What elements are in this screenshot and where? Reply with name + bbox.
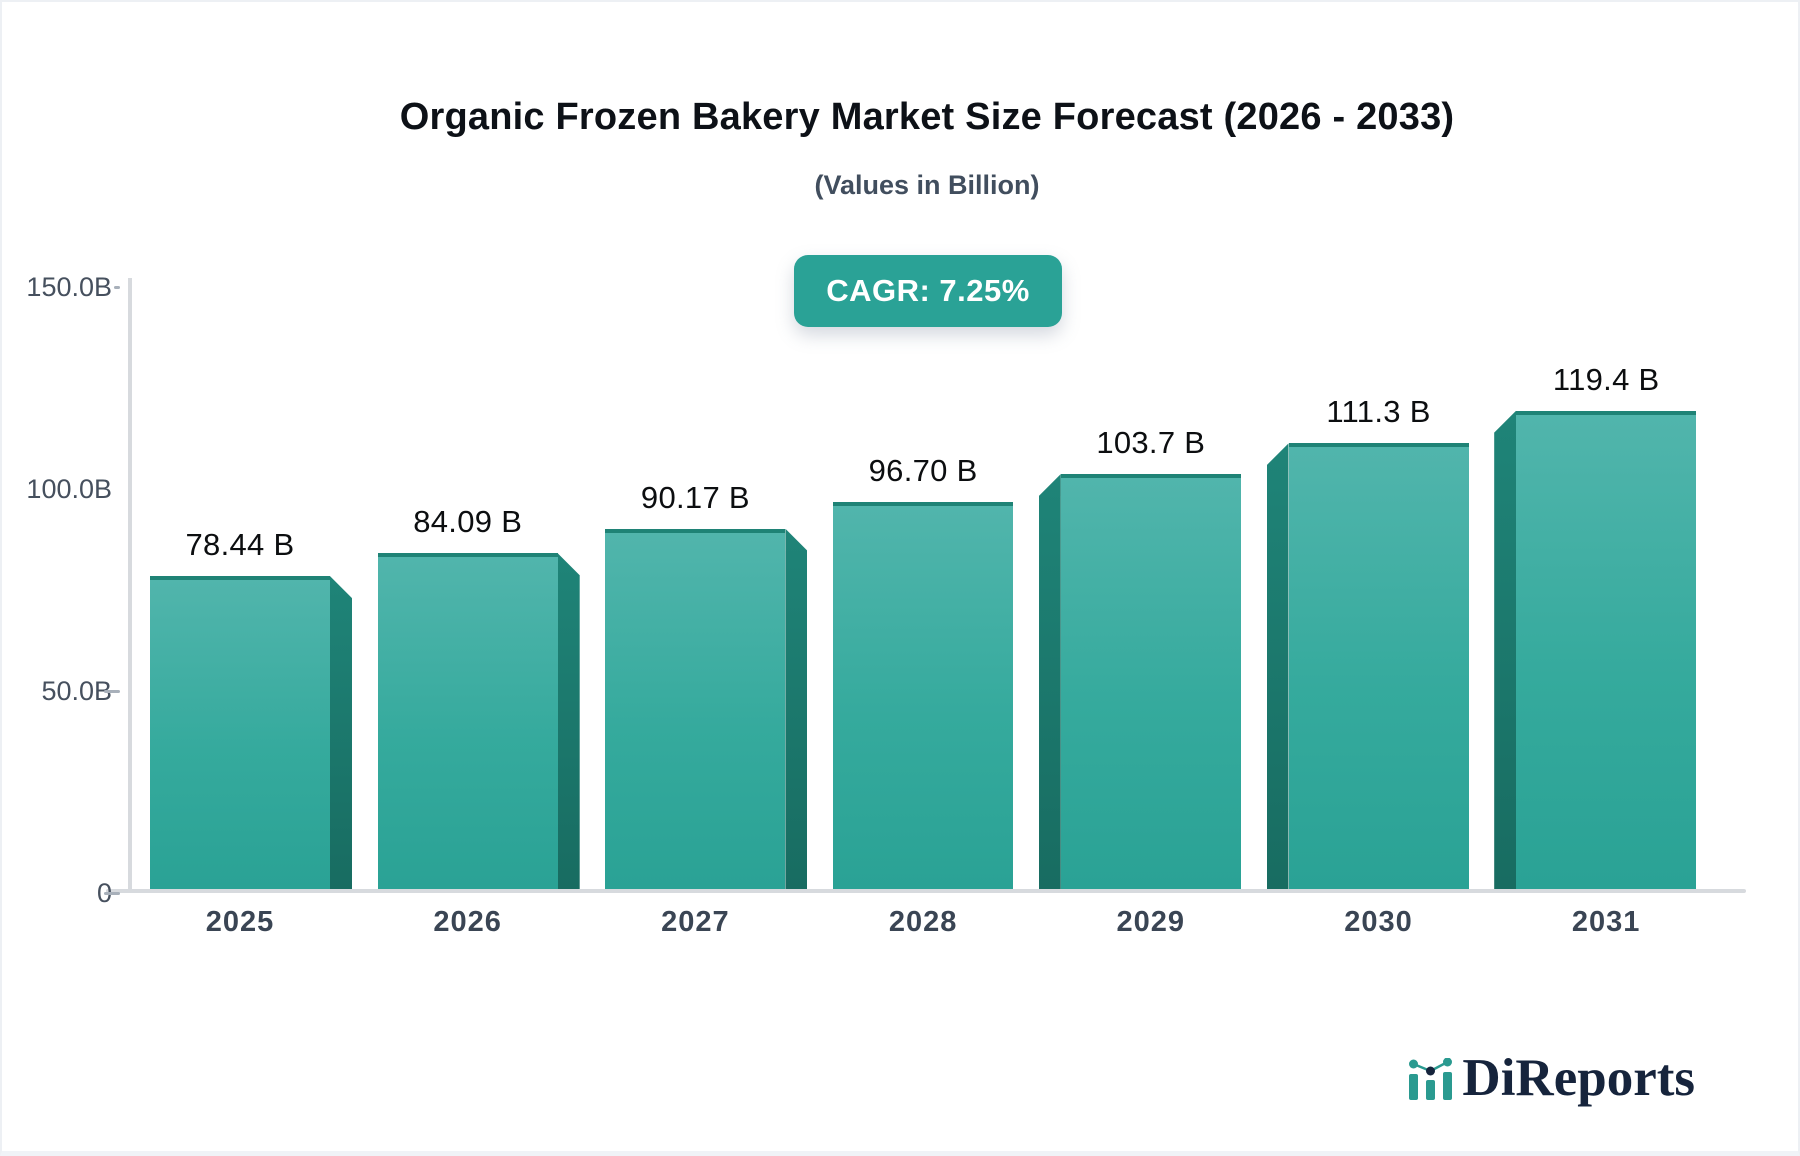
x-axis-label: 2030 bbox=[1344, 906, 1413, 938]
chart-subtitle: (Values in Billion) bbox=[814, 170, 1040, 200]
y-axis-label: 50.0B bbox=[41, 676, 112, 706]
bar-2028[interactable] bbox=[833, 502, 1014, 889]
bar-side-2030 bbox=[1266, 443, 1289, 889]
bar-value-label: 78.44 B bbox=[185, 527, 295, 563]
y-axis-label: 0 bbox=[12, 878, 112, 908]
direports-logo[interactable]: DiReports bbox=[1407, 1052, 1695, 1105]
x-axis-label: 2027 bbox=[661, 906, 730, 938]
bar-2026[interactable] bbox=[377, 553, 558, 889]
y-axis-tick bbox=[104, 892, 120, 895]
bar-2025[interactable] bbox=[150, 576, 330, 889]
bar-2031[interactable] bbox=[1516, 410, 1697, 889]
bar-value-label: 119.4 B bbox=[1552, 361, 1660, 397]
y-axis-tick bbox=[114, 286, 120, 289]
chart-title: Organic Frozen Bakery Market Size Foreca… bbox=[399, 96, 1455, 138]
bar-side-2029 bbox=[1038, 474, 1061, 889]
bar-side-2026 bbox=[557, 553, 580, 889]
x-axis-label: 2026 bbox=[433, 906, 502, 938]
bar-2030[interactable] bbox=[1288, 443, 1469, 889]
y-axis-label: 150.0B bbox=[26, 272, 112, 302]
y-axis-label: 100.0B bbox=[26, 474, 112, 504]
x-axis-label: 2025 bbox=[205, 906, 275, 938]
y-axis-line bbox=[128, 278, 132, 891]
direports-logo-icon bbox=[1407, 1057, 1455, 1105]
bar-value-label: 111.3 B bbox=[1326, 394, 1431, 430]
bar-value-label: 84.09 B bbox=[413, 504, 523, 540]
x-axis-line bbox=[106, 889, 1746, 893]
bar-value-label: 90.17 B bbox=[640, 479, 750, 515]
x-axis-label: 2031 bbox=[1571, 906, 1641, 938]
bar-side-2025 bbox=[330, 576, 352, 889]
bar-2029[interactable] bbox=[1060, 474, 1241, 889]
bar-value-label: 103.7 B bbox=[1096, 425, 1206, 461]
x-axis-label: 2028 bbox=[888, 906, 958, 938]
bar-2027[interactable] bbox=[605, 528, 786, 889]
bar-side-2031 bbox=[1494, 410, 1517, 889]
x-axis-label: 2029 bbox=[1116, 906, 1186, 938]
direports-logo-text: DiReports bbox=[1462, 1049, 1695, 1107]
bar-side-2027 bbox=[785, 528, 808, 889]
y-axis-tick bbox=[104, 690, 120, 693]
cagr-badge: CAGR: 7.25% bbox=[794, 255, 1062, 327]
bar-value-label: 96.70 B bbox=[868, 453, 978, 489]
